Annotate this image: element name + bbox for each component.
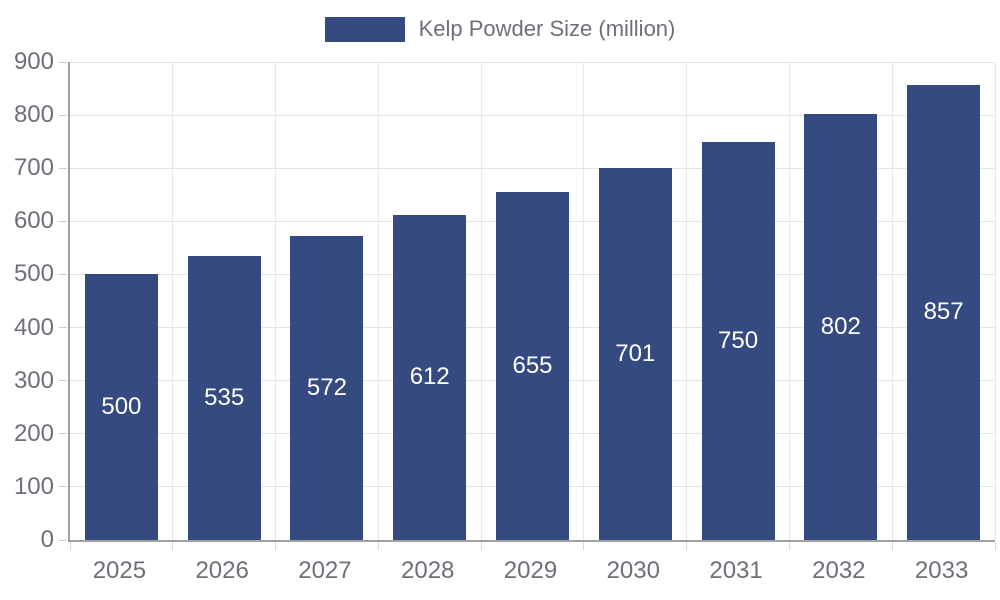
x-axis-tick xyxy=(480,542,482,550)
x-axis-tick xyxy=(891,542,893,550)
bar-value-label: 857 xyxy=(923,298,964,326)
gridline-vertical xyxy=(583,62,585,540)
x-tick-label-2027: 2027 xyxy=(298,557,352,584)
y-tick-label: 300 xyxy=(13,366,54,394)
y-axis-tick xyxy=(59,433,67,435)
gridline-vertical xyxy=(275,62,277,540)
x-axis-tick xyxy=(377,542,379,550)
legend-label: Kelp Powder Size (million) xyxy=(418,16,676,41)
x-tick-label-2026: 2026 xyxy=(195,557,249,584)
gridline-vertical xyxy=(686,62,688,540)
x-axis-tick xyxy=(275,542,277,550)
y-axis-tick xyxy=(59,327,67,329)
x-axis-tick xyxy=(686,542,688,550)
y-tick-label: 900 xyxy=(13,48,54,75)
x-tick-label-2032: 2032 xyxy=(812,557,866,584)
x-axis-tick xyxy=(994,542,996,550)
bar-value-label: 802 xyxy=(820,313,861,341)
y-axis-tick xyxy=(59,539,67,541)
bar-2031: 750 xyxy=(701,141,775,540)
gridline-vertical xyxy=(788,62,790,540)
bar-2026: 535 xyxy=(187,255,261,540)
bar-2029: 655 xyxy=(496,192,569,540)
x-tick-label-2028: 2028 xyxy=(401,557,455,584)
y-axis-tick xyxy=(59,61,67,63)
gridline-horizontal xyxy=(70,61,995,63)
bar-2025: 500 xyxy=(84,274,158,540)
y-tick-label: 700 xyxy=(13,154,54,182)
gridline-vertical xyxy=(891,62,893,540)
bar-value-label: 500 xyxy=(101,393,142,421)
legend-item[interactable]: Kelp Powder Size (million) xyxy=(0,16,1000,42)
x-axis-tick xyxy=(172,542,174,550)
bar-value-label: 655 xyxy=(512,352,553,380)
gridline-vertical xyxy=(480,62,482,540)
y-axis-tick xyxy=(59,220,67,222)
x-tick-label-2029: 2029 xyxy=(503,557,558,584)
gridline-horizontal xyxy=(70,114,995,116)
y-tick-label: 0 xyxy=(40,526,54,553)
bar-2030: 701 xyxy=(598,167,672,540)
y-axis-tick xyxy=(59,114,67,116)
y-tick-label: 400 xyxy=(13,313,54,341)
bar-value-label: 612 xyxy=(409,363,450,391)
legend-swatch-icon xyxy=(324,16,405,42)
y-tick-label: 500 xyxy=(13,260,54,288)
bar-value-label: 535 xyxy=(204,383,245,411)
y-axis-tick xyxy=(59,486,67,488)
x-axis-tick xyxy=(583,542,585,550)
gridline-vertical xyxy=(994,62,996,540)
y-tick-label: 100 xyxy=(13,472,54,500)
x-axis-tick xyxy=(788,542,790,550)
y-axis-tick xyxy=(59,167,67,169)
x-axis-tick xyxy=(69,542,71,550)
bar-2032: 802 xyxy=(804,114,878,540)
gridline-horizontal xyxy=(70,167,995,169)
y-axis-tick xyxy=(59,380,67,382)
bar-2033: 857 xyxy=(907,84,981,540)
bar-value-label: 750 xyxy=(718,326,759,354)
bar-value-label: 701 xyxy=(615,339,656,367)
plot-area: 500 535 572 612 655 701 750 802 857 xyxy=(59,61,996,550)
y-tick-label: 600 xyxy=(13,207,54,235)
bar-value-label: 572 xyxy=(306,374,347,402)
gridline-vertical xyxy=(377,62,379,540)
y-tick-label: 800 xyxy=(13,101,54,129)
x-tick-label-2025: 2025 xyxy=(92,557,147,584)
x-tick-label-2030: 2030 xyxy=(606,557,660,584)
y-axis-tick xyxy=(59,273,67,275)
bar-2027: 572 xyxy=(290,236,364,540)
y-tick-label: 200 xyxy=(13,419,54,447)
x-tick-label-2031: 2031 xyxy=(709,557,763,584)
gridline-vertical xyxy=(172,62,174,540)
x-tick-label-2033: 2033 xyxy=(914,557,969,584)
bar-2028: 612 xyxy=(393,214,467,540)
